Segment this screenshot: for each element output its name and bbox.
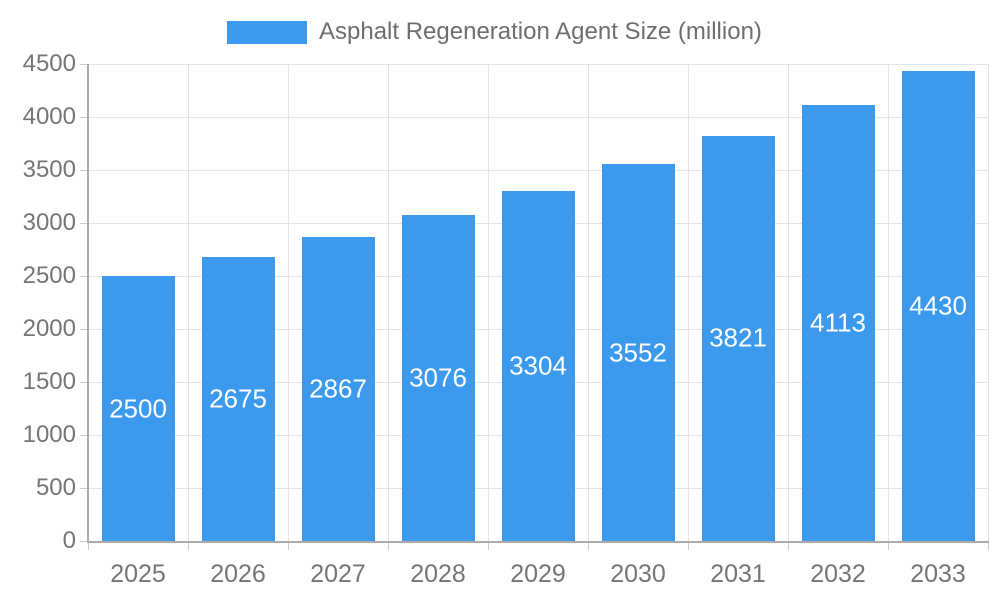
gridline-vertical <box>287 64 289 541</box>
bar-value-label: 4113 <box>810 307 866 338</box>
x-axis-tick <box>287 541 289 550</box>
x-axis-tick <box>887 541 889 550</box>
gridline-vertical <box>587 64 589 541</box>
bar[interactable]: 2500 <box>101 276 175 541</box>
x-axis-tick <box>87 541 89 550</box>
bar-value-label: 3552 <box>609 337 667 368</box>
bar-value-label: 3304 <box>509 350 567 381</box>
bar[interactable]: 2675 <box>201 257 275 541</box>
bar[interactable]: 2867 <box>301 237 375 541</box>
y-axis-tick <box>80 540 88 542</box>
bar-value-label: 4430 <box>909 290 967 321</box>
x-axis-label: 2033 <box>910 560 966 588</box>
gridline-horizontal <box>88 169 988 171</box>
legend[interactable]: Asphalt Regeneration Agent Size (million… <box>227 18 762 46</box>
gridline-vertical <box>387 64 389 541</box>
x-axis-tick <box>687 541 689 550</box>
x-axis-tick <box>587 541 589 550</box>
gridline-vertical <box>487 64 489 541</box>
x-axis-label: 2030 <box>610 560 666 588</box>
bar-value-label: 3821 <box>709 322 767 353</box>
gridline-vertical <box>787 64 789 541</box>
gridline-vertical <box>187 64 189 541</box>
bar[interactable]: 3552 <box>601 164 675 541</box>
bar[interactable]: 3076 <box>401 214 475 541</box>
y-axis-tick <box>80 328 88 330</box>
y-axis-label: 500 <box>35 474 76 501</box>
y-axis-label: 4000 <box>22 103 76 130</box>
x-axis-label: 2028 <box>410 560 466 588</box>
y-axis-label: 4500 <box>22 50 76 77</box>
y-axis-tick <box>80 116 88 118</box>
y-axis-tick <box>80 381 88 383</box>
legend-swatch-icon <box>227 20 307 44</box>
x-axis-line <box>87 541 989 543</box>
y-axis-tick <box>80 487 88 489</box>
y-axis-label: 3500 <box>22 156 76 183</box>
x-axis-tick <box>187 541 189 550</box>
x-axis-label: 2029 <box>510 560 566 588</box>
y-axis-tick <box>80 434 88 436</box>
y-axis-tick <box>80 275 88 277</box>
gridline-horizontal <box>88 116 988 118</box>
x-axis-tick <box>387 541 389 550</box>
gridline-vertical <box>987 64 989 541</box>
x-axis-tick <box>487 541 489 550</box>
bar[interactable]: 4113 <box>801 105 875 541</box>
x-axis-label: 2027 <box>310 560 366 588</box>
y-axis-label: 3000 <box>22 209 76 236</box>
gridline-vertical <box>887 64 889 541</box>
bar-value-label: 2867 <box>309 373 367 404</box>
y-axis-label: 1500 <box>22 368 76 395</box>
y-axis-label: 2500 <box>22 262 76 289</box>
y-axis-label: 2000 <box>22 315 76 342</box>
bar-value-label: 3076 <box>409 362 467 393</box>
bar[interactable]: 3821 <box>701 135 775 541</box>
x-axis-label: 2032 <box>810 560 866 588</box>
gridline-horizontal <box>88 63 988 65</box>
y-axis-label: 1000 <box>22 421 76 448</box>
y-axis-tick <box>80 63 88 65</box>
x-axis-label: 2025 <box>110 560 166 588</box>
x-axis-tick <box>987 541 989 550</box>
y-axis-line <box>87 64 89 543</box>
y-axis-tick <box>80 222 88 224</box>
x-axis-label: 2026 <box>210 560 266 588</box>
gridline-vertical <box>687 64 689 541</box>
y-axis-label: 0 <box>62 527 76 554</box>
x-axis-tick <box>787 541 789 550</box>
y-axis-tick <box>80 169 88 171</box>
bar-value-label: 2675 <box>209 383 267 414</box>
bar-value-label: 2500 <box>109 393 167 423</box>
bar[interactable]: 4430 <box>901 71 975 541</box>
x-axis-label: 2031 <box>710 560 766 588</box>
legend-label: Asphalt Regeneration Agent Size (million… <box>319 18 762 45</box>
bar[interactable]: 3304 <box>501 190 575 541</box>
